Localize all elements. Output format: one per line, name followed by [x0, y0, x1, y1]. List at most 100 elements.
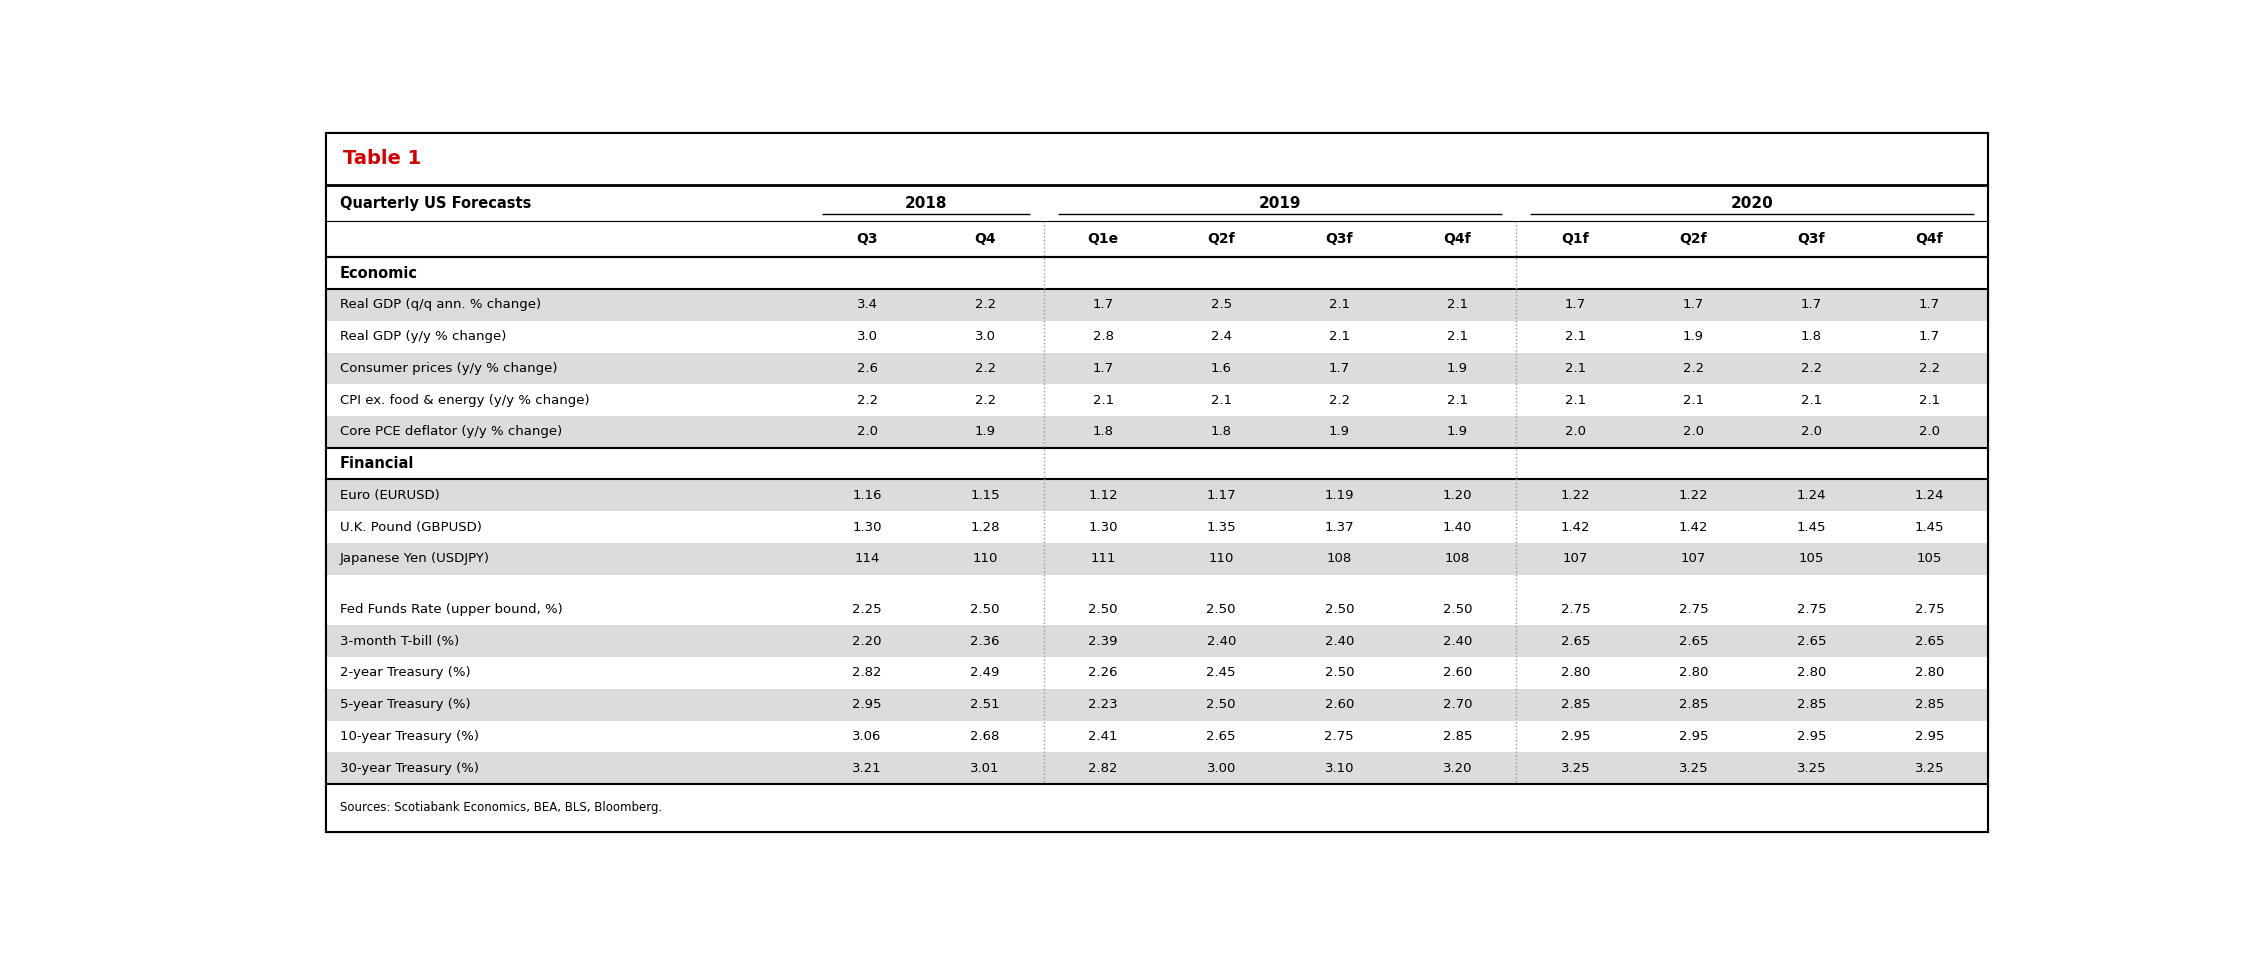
- Text: 2019: 2019: [1260, 196, 1301, 211]
- Text: 2.5: 2.5: [1210, 298, 1233, 311]
- Text: 1.24: 1.24: [1915, 489, 1944, 501]
- Text: Real GDP (y/y % change): Real GDP (y/y % change): [341, 330, 506, 343]
- Text: 2.25: 2.25: [851, 603, 883, 616]
- Text: 2.60: 2.60: [1325, 698, 1355, 711]
- Text: 2.45: 2.45: [1206, 667, 1235, 679]
- Text: 2.50: 2.50: [1206, 698, 1235, 711]
- Text: 2.26: 2.26: [1088, 667, 1118, 679]
- Text: 2.49: 2.49: [971, 667, 1000, 679]
- Bar: [325, 542, 1989, 575]
- Text: 2.85: 2.85: [1443, 730, 1472, 743]
- Text: 2.82: 2.82: [1088, 762, 1118, 775]
- Text: 2.36: 2.36: [971, 635, 1000, 647]
- Text: 110: 110: [1208, 552, 1233, 565]
- Text: 1.9: 1.9: [1447, 425, 1468, 438]
- Text: 2.95: 2.95: [1560, 730, 1590, 743]
- Text: 3.00: 3.00: [1206, 762, 1235, 775]
- Text: 2.80: 2.80: [1678, 667, 1707, 679]
- Text: 2.50: 2.50: [1206, 603, 1235, 616]
- Text: 108: 108: [1445, 552, 1470, 565]
- Text: 3.25: 3.25: [1915, 762, 1944, 775]
- Text: Table 1: Table 1: [343, 150, 422, 168]
- Text: 2.95: 2.95: [1915, 730, 1944, 743]
- Text: Economic: Economic: [341, 265, 418, 281]
- Text: 2.80: 2.80: [1560, 667, 1590, 679]
- Text: 2.6: 2.6: [856, 362, 878, 375]
- Text: 2.85: 2.85: [1797, 698, 1827, 711]
- Text: Financial: Financial: [341, 456, 415, 471]
- Text: 2.50: 2.50: [1443, 603, 1472, 616]
- Text: 1.35: 1.35: [1206, 520, 1235, 534]
- Bar: [325, 689, 1989, 720]
- Text: 3.01: 3.01: [971, 762, 1000, 775]
- Text: Euro (EURUSD): Euro (EURUSD): [341, 489, 440, 501]
- Bar: [325, 384, 1989, 416]
- Text: Q4f: Q4f: [1915, 232, 1944, 246]
- Text: CPI ex. food & energy (y/y % change): CPI ex. food & energy (y/y % change): [341, 393, 589, 407]
- Text: 2.2: 2.2: [975, 393, 996, 407]
- Text: Real GDP (q/q ann. % change): Real GDP (q/q ann. % change): [341, 298, 542, 311]
- Text: 2.60: 2.60: [1443, 667, 1472, 679]
- Text: 2018: 2018: [905, 196, 948, 211]
- Text: 2.85: 2.85: [1915, 698, 1944, 711]
- Text: 2.1: 2.1: [1210, 393, 1233, 407]
- Text: 1.9: 1.9: [1682, 330, 1705, 343]
- Text: 1.30: 1.30: [851, 520, 883, 534]
- Text: 1.45: 1.45: [1797, 520, 1827, 534]
- Text: 2-year Treasury (%): 2-year Treasury (%): [341, 667, 470, 679]
- Text: 2.65: 2.65: [1915, 635, 1944, 647]
- Text: 1.30: 1.30: [1088, 520, 1118, 534]
- Text: 2.82: 2.82: [851, 667, 883, 679]
- Text: 2.0: 2.0: [1919, 425, 1940, 438]
- Bar: [325, 511, 1989, 542]
- Text: 1.7: 1.7: [1093, 298, 1113, 311]
- Bar: [325, 416, 1989, 448]
- Text: 1.7: 1.7: [1093, 362, 1113, 375]
- Text: 110: 110: [973, 552, 998, 565]
- Bar: [325, 594, 1989, 626]
- Text: 1.42: 1.42: [1560, 520, 1590, 534]
- Bar: [325, 222, 1989, 257]
- Text: 2.75: 2.75: [1678, 603, 1709, 616]
- Text: 2.51: 2.51: [971, 698, 1000, 711]
- Text: 2.2: 2.2: [1919, 362, 1940, 375]
- Text: 2.1: 2.1: [1328, 298, 1350, 311]
- Text: 2.50: 2.50: [1325, 667, 1355, 679]
- Text: 1.40: 1.40: [1443, 520, 1472, 534]
- Text: 2.1: 2.1: [1328, 330, 1350, 343]
- Text: 2.2: 2.2: [975, 298, 996, 311]
- Bar: [325, 575, 1989, 594]
- Text: 1.7: 1.7: [1328, 362, 1350, 375]
- Text: 105: 105: [1917, 552, 1942, 565]
- Text: 1.6: 1.6: [1210, 362, 1231, 375]
- Text: 1.12: 1.12: [1088, 489, 1118, 501]
- Text: 2.2: 2.2: [975, 362, 996, 375]
- Text: 2.0: 2.0: [1565, 425, 1585, 438]
- Text: 2.65: 2.65: [1797, 635, 1827, 647]
- Text: Q3f: Q3f: [1797, 232, 1824, 246]
- Text: 2.68: 2.68: [971, 730, 1000, 743]
- Text: Q3: Q3: [856, 232, 878, 246]
- Text: 3.0: 3.0: [975, 330, 996, 343]
- Text: 3.0: 3.0: [856, 330, 878, 343]
- Text: 2.1: 2.1: [1919, 393, 1940, 407]
- Text: 1.7: 1.7: [1919, 330, 1940, 343]
- Text: 105: 105: [1800, 552, 1824, 565]
- Text: 2.20: 2.20: [851, 635, 883, 647]
- Text: 1.20: 1.20: [1443, 489, 1472, 501]
- Text: 3.4: 3.4: [856, 298, 878, 311]
- Text: 1.9: 1.9: [1328, 425, 1350, 438]
- Text: 114: 114: [854, 552, 881, 565]
- Text: 2.39: 2.39: [1088, 635, 1118, 647]
- Text: 1.8: 1.8: [1210, 425, 1231, 438]
- Text: 2.1: 2.1: [1447, 393, 1468, 407]
- Text: Core PCE deflator (y/y % change): Core PCE deflator (y/y % change): [341, 425, 562, 438]
- Text: 2.40: 2.40: [1443, 635, 1472, 647]
- Bar: [325, 352, 1989, 384]
- Text: 2.95: 2.95: [1678, 730, 1707, 743]
- Text: 1.24: 1.24: [1797, 489, 1827, 501]
- Text: 2.65: 2.65: [1206, 730, 1235, 743]
- Text: 2.75: 2.75: [1915, 603, 1944, 616]
- Text: 10-year Treasury (%): 10-year Treasury (%): [341, 730, 479, 743]
- Text: 2.95: 2.95: [1797, 730, 1827, 743]
